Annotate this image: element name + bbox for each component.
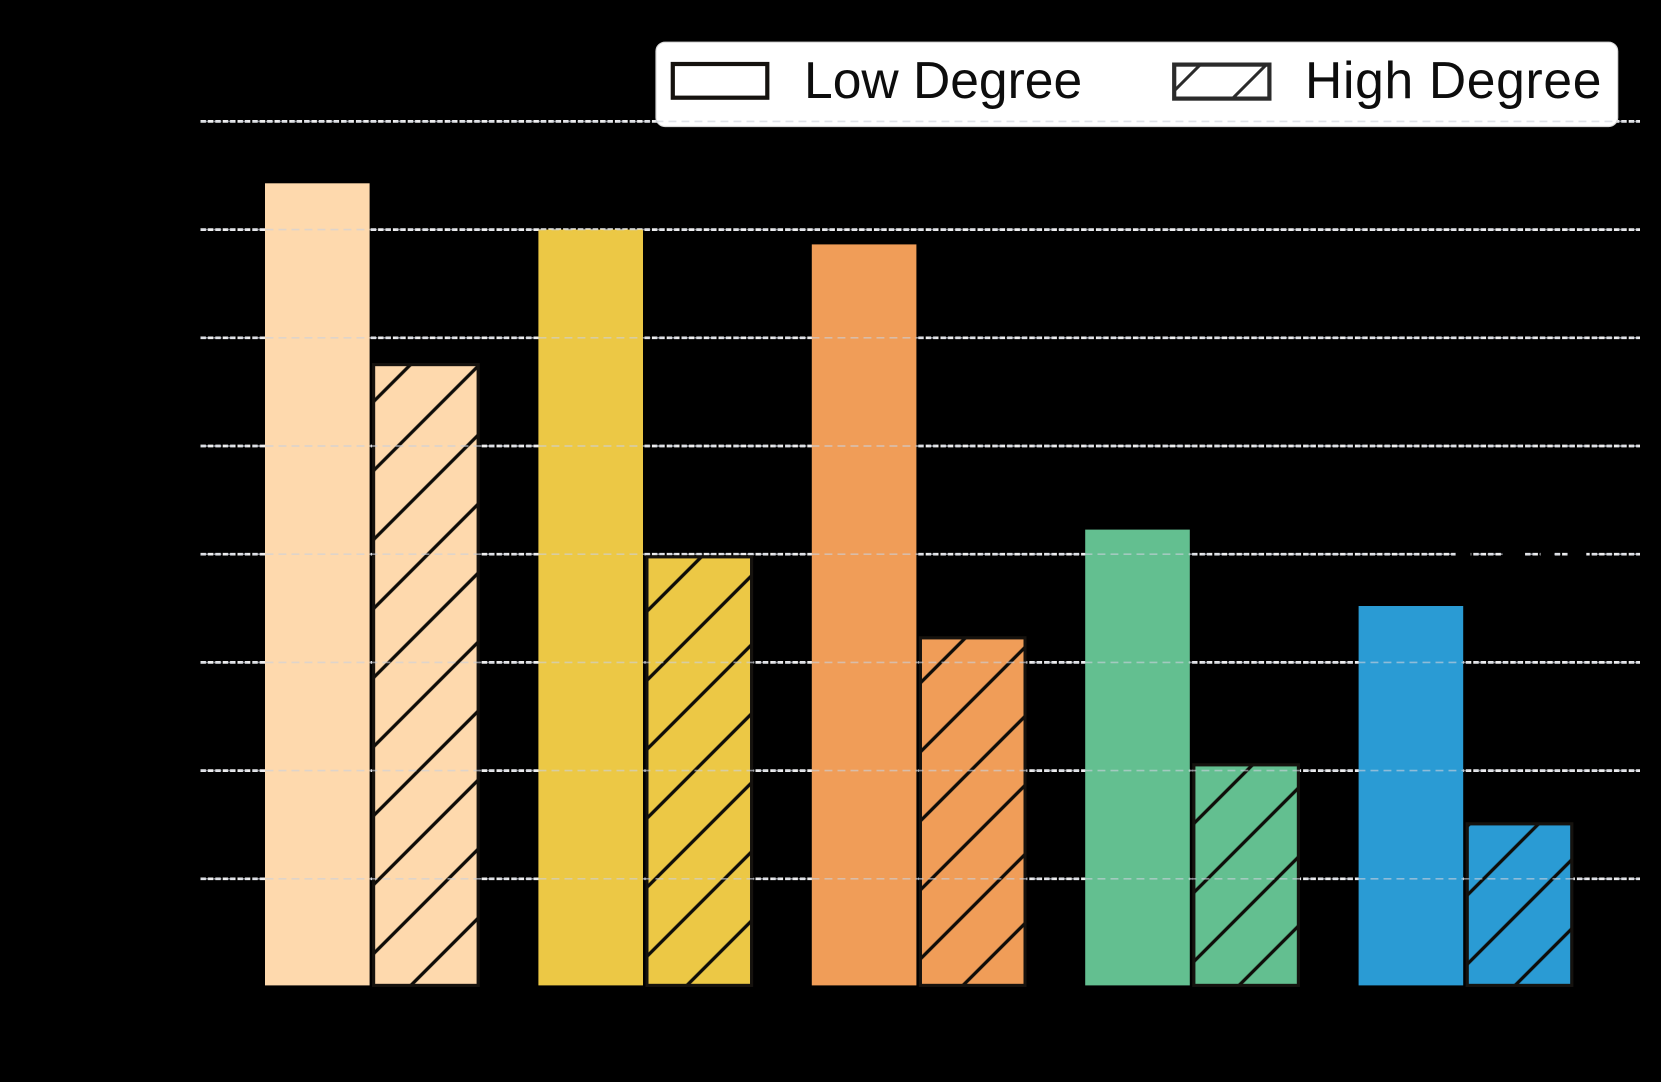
svg-text:Low Degree: Low Degree [804,51,1082,109]
svg-text:High Degree: High Degree [1305,51,1602,109]
